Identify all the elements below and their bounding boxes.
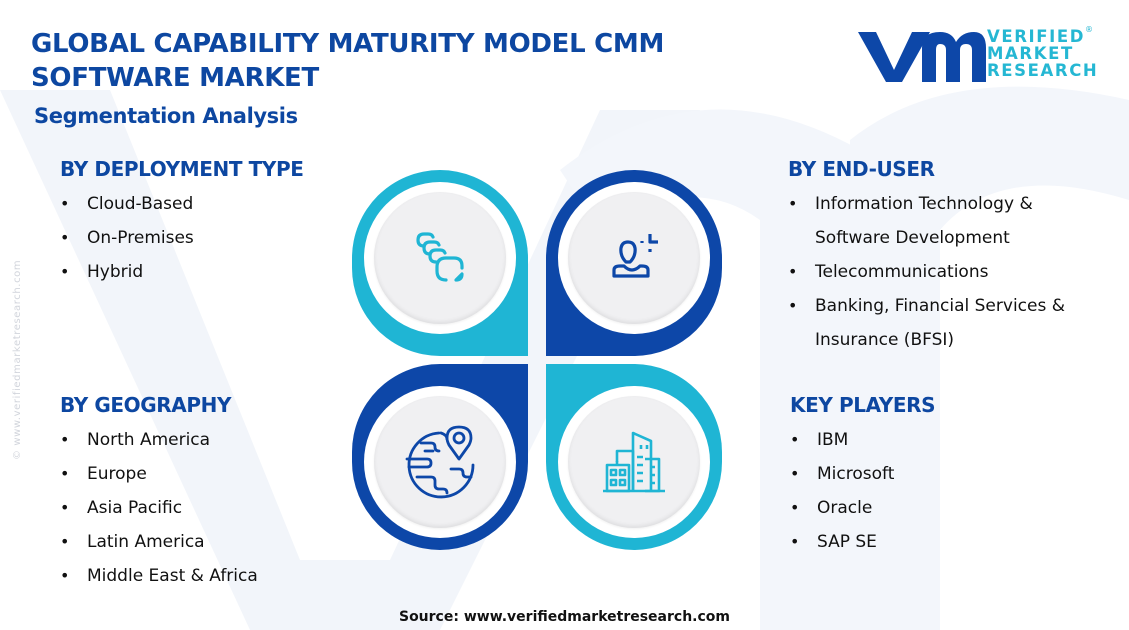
list-item: Hybrid xyxy=(60,255,303,289)
list-item: Banking, Financial Services & Insurance … xyxy=(788,289,1118,357)
petal-geography xyxy=(352,364,528,550)
petal-key-players xyxy=(546,364,722,550)
list-item: North America xyxy=(60,423,258,457)
petal-end-user xyxy=(546,170,722,356)
page-title: GLOBAL CAPABILITY MATURITY MODEL CMM SOF… xyxy=(31,27,664,95)
page-subtitle: Segmentation Analysis xyxy=(34,104,298,128)
section-deployment-type: BY DEPLOYMENT TYPE Cloud-Based On-Premis… xyxy=(60,157,304,289)
list-item: Middle East & Africa xyxy=(60,559,258,593)
section-geography: BY GEOGRAPHY North America Europe Asia P… xyxy=(60,393,258,593)
user-icon xyxy=(612,234,658,278)
logo-wordmark: VERIFIED MARKET RESEARCH xyxy=(987,28,1098,79)
registered-mark: ® xyxy=(1085,25,1093,34)
petal-ring xyxy=(364,386,516,538)
list-item: Information Technology & Software Develo… xyxy=(788,187,1088,255)
list-item: Oracle xyxy=(790,491,935,525)
logo-line-3: RESEARCH xyxy=(987,61,1099,80)
title-line-1: GLOBAL CAPABILITY MATURITY MODEL CMM xyxy=(31,29,665,59)
list-item: Asia Pacific xyxy=(60,491,258,525)
geography-list: North America Europe Asia Pacific Latin … xyxy=(60,423,258,593)
list-item: SAP SE xyxy=(790,525,935,559)
logo-line-2: MARKET xyxy=(987,44,1074,63)
source-attribution: Source: www.verifiedmarketresearch.com xyxy=(398,609,730,625)
section-end-user: BY END-USER Information Technology & Sof… xyxy=(788,157,1118,357)
key-players-list: IBM Microsoft Oracle SAP SE xyxy=(790,423,935,559)
petal-inner-circle xyxy=(374,396,506,528)
section-heading: BY DEPLOYMENT TYPE xyxy=(60,157,304,181)
list-item: On-Premises xyxy=(60,221,303,255)
petal-deployment xyxy=(352,170,528,356)
petal-inner-circle xyxy=(374,192,506,324)
title-line-2: SOFTWARE MARKET xyxy=(31,63,319,93)
list-item: IBM xyxy=(790,423,935,457)
buildings-icon xyxy=(603,431,665,493)
petal-ring xyxy=(364,182,516,334)
section-key-players: KEY PLAYERS IBM Microsoft Oracle SAP SE xyxy=(790,393,936,559)
end-user-list: Information Technology & Software Develo… xyxy=(788,187,1118,357)
list-item: Cloud-Based xyxy=(60,187,303,221)
list-item: Microsoft xyxy=(790,457,935,491)
list-item: Telecommunications xyxy=(788,255,1118,289)
section-heading: KEY PLAYERS xyxy=(790,393,936,417)
petal-inner-circle xyxy=(568,396,700,528)
vmr-logo-icon xyxy=(858,32,986,82)
section-heading: BY END-USER xyxy=(788,157,935,181)
petal-inner-circle xyxy=(568,192,700,324)
stacked-cards-icon xyxy=(416,232,464,282)
logo-line-1: VERIFIED xyxy=(987,27,1086,46)
side-credit: © www.verifiedmarketresearch.com xyxy=(12,259,23,460)
petal-ring xyxy=(558,182,710,334)
deployment-list: Cloud-Based On-Premises Hybrid xyxy=(60,187,303,289)
list-item: Latin America xyxy=(60,525,258,559)
petal-ring xyxy=(558,386,710,538)
globe-pin-icon xyxy=(405,425,475,499)
list-item: Europe xyxy=(60,457,258,491)
section-heading: BY GEOGRAPHY xyxy=(60,393,232,417)
